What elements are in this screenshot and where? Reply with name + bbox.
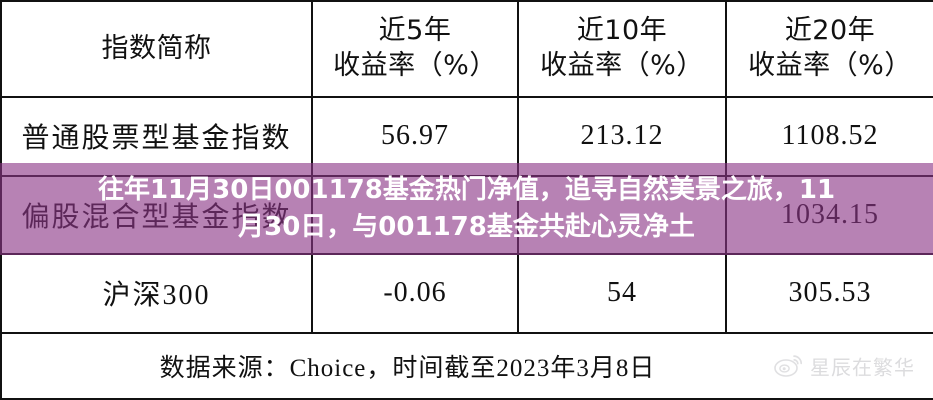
column-header-y5: 近5年 收益率（%） — [311, 0, 519, 98]
cell-source-note: 数据来源：Choice，时间截至2023年3月8日 — [0, 331, 933, 400]
overlay-title-line2: 月30日，与001178基金共赴心灵净土 — [238, 212, 695, 242]
weibo-icon — [774, 354, 804, 378]
source-note-inner: 数据来源：Choice，时间截至2023年3月8日 — [2, 334, 933, 398]
table-row: 沪深300 -0.06 54 305.53 — [0, 253, 933, 334]
weibo-watermark: 星辰在繁华 — [774, 351, 915, 380]
cell-return-10y: 54 — [517, 253, 727, 334]
weibo-watermark-text: 星辰在繁华 — [810, 355, 915, 380]
table-header: 指数简称 近5年 收益率（%） 近10年 收益率（%） 近20年 收益率（%） — [0, 0, 933, 98]
column-header-name: 指数简称 — [0, 0, 313, 98]
column-header-y10: 近10年 收益率（%） — [517, 0, 727, 98]
overlay-title-line1: 往年11月30日001178基金热门净值，追寻自然美景之旅，11 — [97, 175, 836, 206]
cell-return-20y: 305.53 — [725, 253, 933, 334]
source-note-text: 数据来源：Choice，时间截至2023年3月8日 — [159, 354, 656, 382]
cell-index-name: 沪深300 — [0, 253, 313, 334]
column-header-y10-line2: 收益率（%） — [540, 50, 704, 81]
column-header-y20: 近20年 收益率（%） — [725, 0, 933, 98]
column-header-y5-line1: 近5年 — [378, 15, 452, 47]
column-header-y20-line2: 收益率（%） — [748, 50, 912, 81]
column-header-name-line1: 指数简称 — [101, 32, 212, 64]
table-source-row: 数据来源：Choice，时间截至2023年3月8日 — [0, 331, 933, 400]
table-header-row: 指数简称 近5年 收益率（%） 近10年 收益率（%） 近20年 收益率（%） — [0, 0, 933, 98]
column-header-y10-line1: 近10年 — [576, 15, 668, 47]
title-overlay-banner: 往年11月30日001178基金热门净值，追寻自然美景之旅，11 月30日，与0… — [0, 163, 933, 255]
column-header-y5-line2: 收益率（%） — [333, 50, 497, 81]
cell-return-5y: -0.06 — [311, 253, 519, 334]
column-header-y20-line1: 近20年 — [784, 15, 876, 47]
